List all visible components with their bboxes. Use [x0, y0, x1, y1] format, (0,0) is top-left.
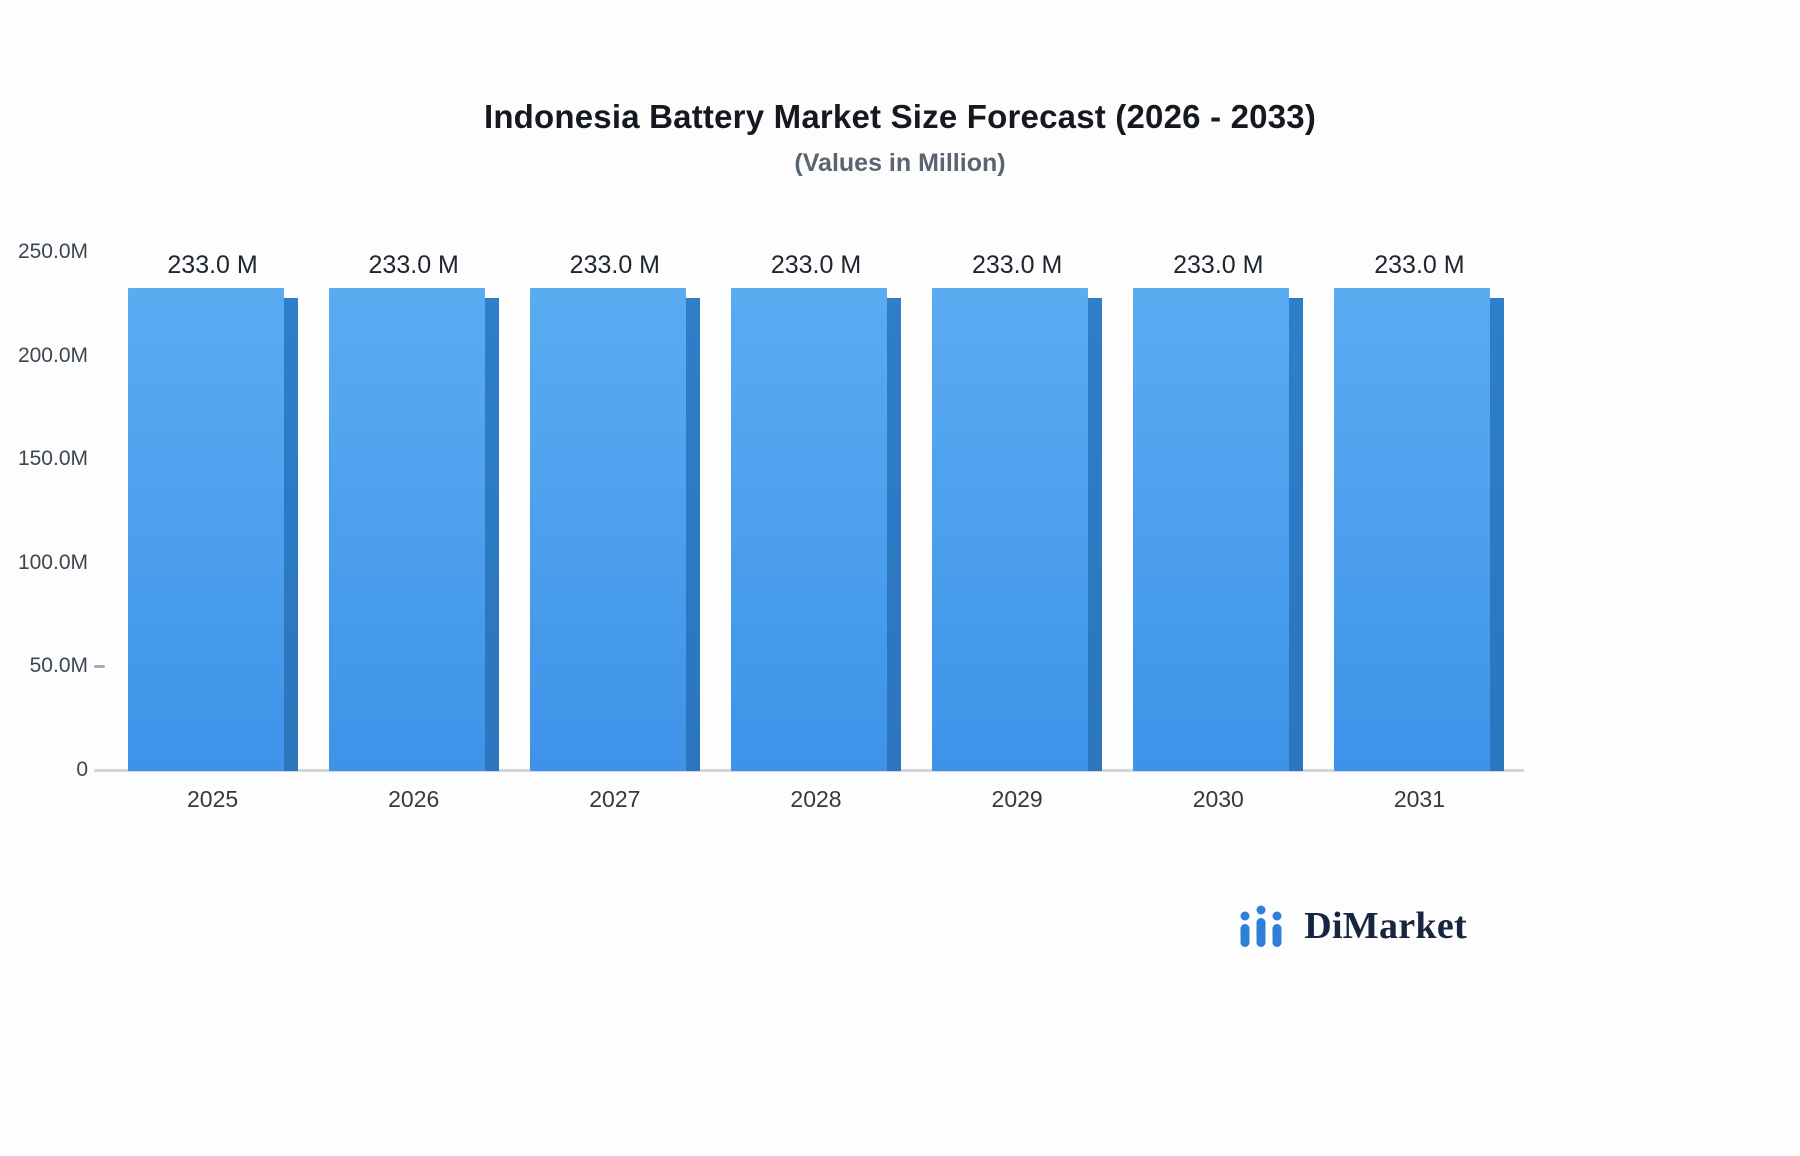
bar-side-face	[685, 298, 700, 771]
dimarket-bars-icon	[1240, 905, 1282, 947]
bar: 233.0 M	[328, 251, 499, 771]
bar-side-face	[1088, 298, 1103, 771]
bar-value-label: 233.0 M	[971, 251, 1063, 280]
bar-front-face	[1334, 288, 1491, 771]
x-tick-label: 2026	[388, 786, 440, 812]
y-tick-label: 50.0M	[29, 654, 88, 678]
chart-title: Indonesia Battery Market Size Forecast (…	[483, 98, 1317, 135]
bar-front-face	[127, 288, 284, 771]
x-tick-label: 2025	[186, 786, 239, 812]
y-tick-marks	[94, 253, 108, 772]
bar-front-face	[1133, 288, 1290, 771]
plot-area: 233.0 M 233.0 M 233.0 M 233.0 M 233.0 M 233.0…	[112, 251, 1520, 771]
y-axis: 250.0M 200.0M 150.0M 100.0M 50.0M 0	[0, 240, 88, 781]
bar: 233.0 M	[1133, 251, 1304, 771]
brand-name: DiMarket	[1304, 905, 1467, 947]
y-tick-label: 250.0M	[17, 240, 88, 263]
x-tick-label: 2027	[589, 786, 641, 812]
x-tick-label: 2029	[991, 786, 1043, 812]
y-tick-mark	[94, 665, 105, 669]
bar-value-label: 233.0 M	[167, 251, 258, 280]
bar-front-face	[731, 288, 887, 771]
bar: 233.0 M	[127, 251, 298, 771]
bar: 233.0 M	[731, 251, 901, 771]
y-tick-label: 200.0M	[17, 343, 88, 367]
bar-side-face	[283, 298, 298, 771]
y-tick-label: 100.0M	[17, 550, 88, 574]
bar-side-face	[484, 298, 499, 771]
y-tick-label: 150.0M	[17, 447, 88, 471]
bar: 233.0 M	[529, 251, 700, 771]
bar-front-face	[529, 288, 686, 771]
bar: 233.0 M	[1334, 251, 1505, 771]
bar-front-face	[328, 288, 485, 771]
x-tick-label: 2028	[790, 786, 842, 812]
chart-subtitle: (Values in Million)	[794, 149, 1006, 177]
bar-value-label: 233.0 M	[368, 251, 459, 280]
bar-side-face	[887, 298, 901, 771]
bar-side-face	[1289, 298, 1304, 771]
y-tick-label: 0	[76, 758, 88, 781]
bar-value-label: 233.0 M	[1173, 251, 1264, 280]
bar: 233.0 M	[932, 251, 1103, 771]
bar-value-label: 233.0 M	[1374, 251, 1465, 280]
brand-logo: DiMarket	[1238, 903, 1467, 949]
bar-value-label: 233.0 M	[770, 251, 862, 280]
x-axis: 2025 2026 2027 2028 2029 2030 2031	[112, 786, 1520, 818]
x-tick-label: 2030	[1192, 786, 1244, 812]
bar-value-label: 233.0 M	[569, 251, 661, 280]
bar-front-face	[932, 288, 1089, 771]
bar-side-face	[1490, 298, 1505, 771]
x-tick-label: 2031	[1393, 786, 1445, 812]
